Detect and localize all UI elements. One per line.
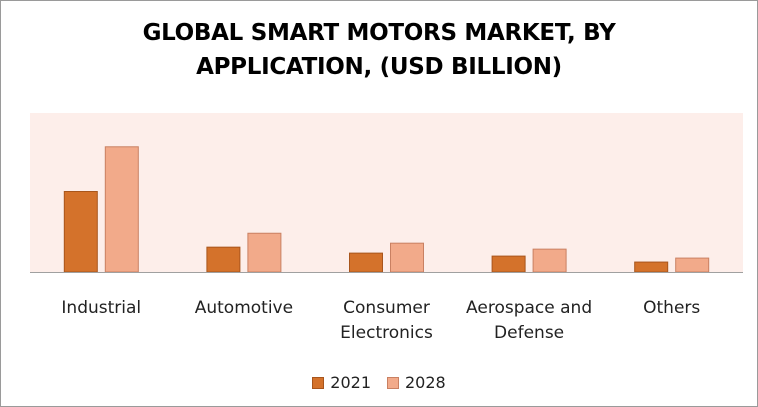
legend-label-2021: 2021	[330, 373, 371, 392]
bar-2028-1	[247, 232, 282, 273]
plot-area	[30, 113, 743, 272]
bar-2021-3	[491, 255, 526, 273]
bar-2021-1	[206, 246, 241, 273]
legend-item-2021: 2021	[312, 373, 371, 392]
bar-2028-4	[675, 257, 710, 273]
category-label-0: Industrial	[61, 298, 141, 318]
category-label-4: Others	[643, 298, 700, 318]
chart-title: GLOBAL SMART MOTORS MARKET, BY APPLICATI…	[142, 20, 616, 80]
bar-2021-2	[349, 252, 383, 273]
bar-2021-0	[63, 191, 98, 273]
category-label-1: Automotive	[195, 298, 293, 318]
legend-swatch-2028	[387, 376, 399, 389]
category-label-2: Consumer Electronics	[340, 298, 433, 343]
bar-2021-4	[634, 261, 669, 273]
legend-swatch-2021	[312, 376, 325, 389]
bar-2028-0	[104, 146, 139, 273]
legend-item-2028: 2028	[387, 373, 446, 392]
legend: 2021 2028	[0, 373, 758, 392]
legend-label-2028: 2028	[405, 373, 446, 392]
bar-2028-3	[532, 248, 567, 273]
bar-2028-2	[390, 242, 424, 273]
category-label-3: Aerospace and Defense	[466, 298, 592, 343]
